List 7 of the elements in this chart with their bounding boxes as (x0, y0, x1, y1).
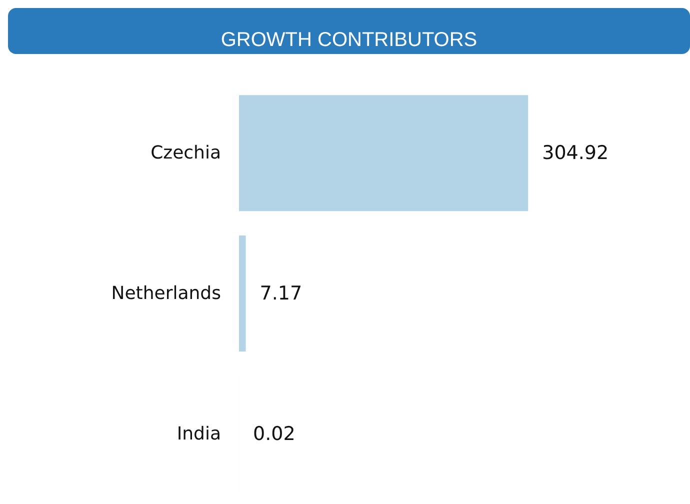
y-tick-label: Czechia (150, 142, 221, 164)
data-label: 304.92 (542, 142, 609, 164)
data-label: 0.02 (253, 422, 296, 445)
y-tick-label: India (176, 423, 221, 444)
data-label: 7.17 (260, 282, 302, 304)
y-tick-label: Netherlands (111, 283, 221, 304)
chart-title: GROWTH CONTRIBUTORS (220, 29, 478, 51)
